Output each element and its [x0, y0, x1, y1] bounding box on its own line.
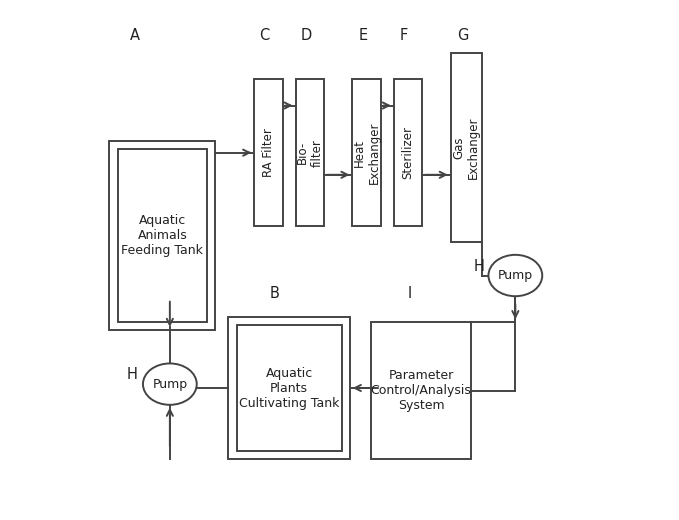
- Text: Sterilizer: Sterilizer: [401, 126, 415, 179]
- Text: A: A: [130, 28, 140, 43]
- Bar: [236, 325, 342, 451]
- Bar: [109, 141, 215, 330]
- Text: Aquatic
Plants
Cultivating Tank: Aquatic Plants Cultivating Tank: [239, 367, 340, 410]
- Bar: [394, 79, 422, 226]
- Text: Aquatic
Animals
Feeding Tank: Aquatic Animals Feeding Tank: [122, 214, 203, 257]
- Text: H: H: [126, 367, 137, 382]
- Text: Parameter
Control/Analysis
System: Parameter Control/Analysis System: [371, 369, 471, 412]
- Bar: [228, 317, 350, 459]
- Text: Heat
Exchanger: Heat Exchanger: [352, 122, 381, 184]
- Text: D: D: [300, 28, 312, 43]
- Text: F: F: [400, 28, 408, 43]
- Bar: [352, 79, 381, 226]
- Text: Pump: Pump: [152, 378, 187, 391]
- Text: Bio-
filter: Bio- filter: [296, 139, 324, 166]
- Text: B: B: [270, 286, 280, 301]
- Text: E: E: [359, 28, 367, 43]
- Text: RA Filter: RA Filter: [262, 128, 275, 177]
- Text: Pump: Pump: [498, 269, 533, 282]
- Text: H: H: [474, 259, 485, 274]
- Bar: [117, 149, 207, 321]
- Text: C: C: [259, 28, 270, 43]
- Text: I: I: [407, 286, 411, 301]
- Bar: [371, 322, 471, 459]
- Text: G: G: [457, 28, 469, 43]
- Text: Gas
Exchanger: Gas Exchanger: [452, 116, 480, 179]
- Bar: [451, 53, 481, 242]
- Ellipse shape: [488, 255, 543, 296]
- Bar: [254, 79, 282, 226]
- Bar: [295, 79, 324, 226]
- Ellipse shape: [143, 363, 197, 405]
